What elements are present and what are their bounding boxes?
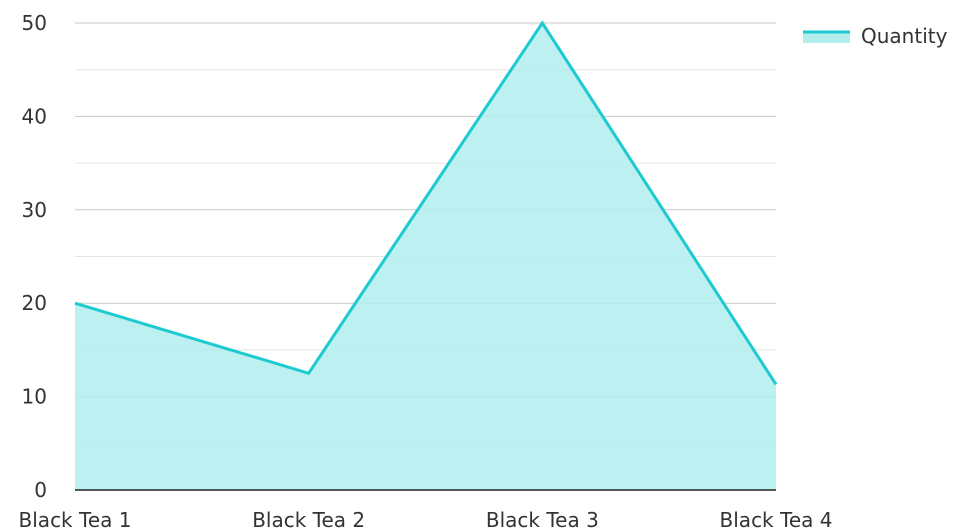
y-tick-label: 20	[22, 291, 47, 315]
x-tick-label: Black Tea 4	[720, 508, 833, 531]
legend: Quantity	[803, 24, 948, 48]
series-line	[74, 20, 778, 386]
y-tick-label: 30	[22, 198, 47, 222]
y-tick-label: 10	[22, 385, 47, 409]
series-area-fill	[75, 23, 776, 490]
y-axis-tick-labels: 0 10 20 30 40 50	[22, 11, 47, 502]
x-axis-tick-labels: Black Tea 1 Black Tea 2 Black Tea 3 Black T…	[19, 508, 833, 531]
y-tick-label: 0	[34, 478, 47, 502]
legend-swatch-fill	[803, 31, 850, 43]
x-tick-label: Black Tea 2	[252, 508, 365, 531]
y-tick-label: 50	[22, 11, 47, 35]
y-tick-label: 40	[22, 104, 47, 128]
x-tick-label: Black Tea 1	[19, 508, 132, 531]
legend-label: Quantity	[861, 24, 948, 48]
area-layer	[74, 20, 778, 490]
x-tick-label: Black Tea 3	[486, 508, 599, 531]
